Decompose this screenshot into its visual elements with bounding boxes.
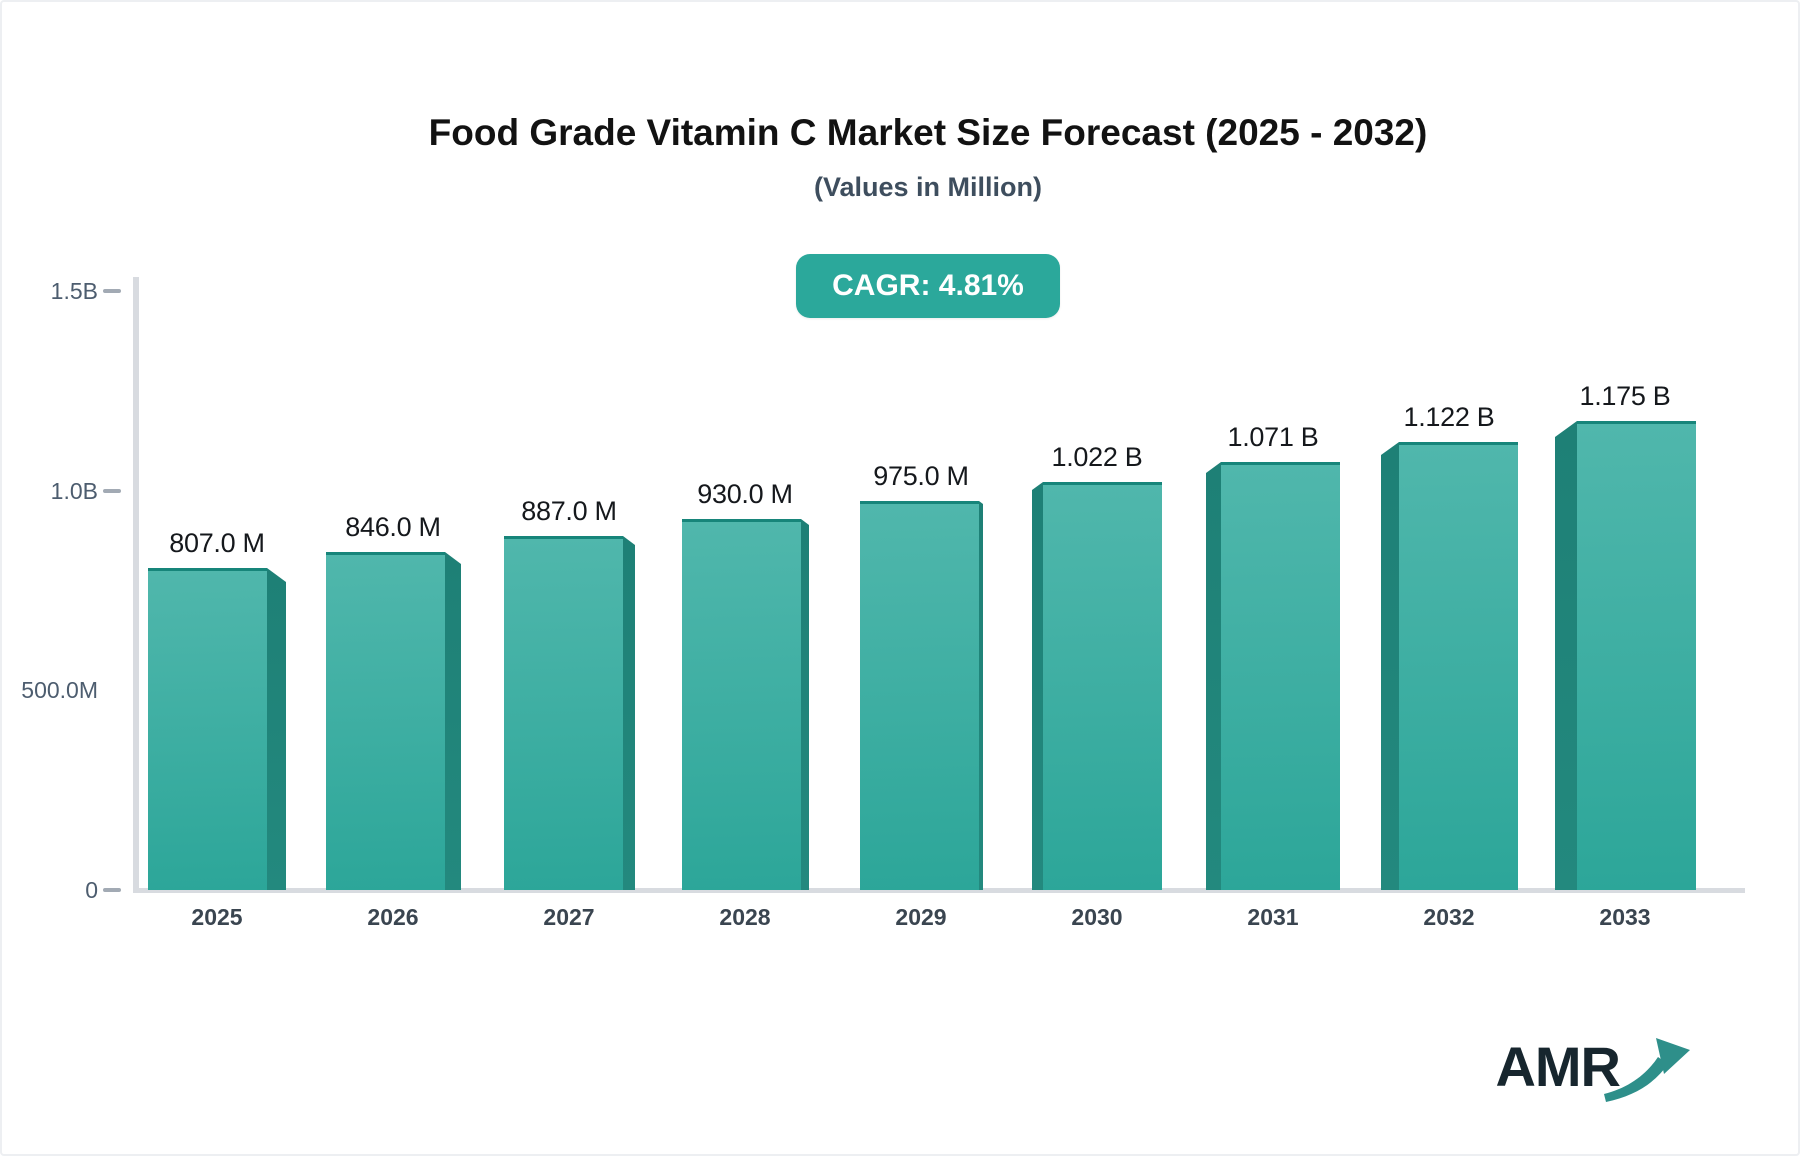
x-axis-label-2027: 2027 [543, 904, 595, 930]
bar-value-label: 1.071 B [1227, 422, 1319, 452]
bar-face [682, 519, 801, 890]
bar-value-label: 1.122 B [1403, 402, 1495, 432]
bar-2033[interactable] [1555, 421, 1696, 890]
bar-value-label: 1.022 B [1051, 442, 1143, 472]
x-axis-label-2028: 2028 [719, 904, 771, 930]
cagr-badge: CAGR: 4.81% [58, 254, 1798, 318]
amr-logo-text: AMR [1495, 1035, 1621, 1098]
y-axis-tick-label: 0 [85, 877, 98, 903]
bar-side-face [1032, 482, 1043, 890]
bar-face [1577, 421, 1696, 890]
bar-2027[interactable] [504, 536, 635, 890]
y-axis-tick-mark [103, 888, 121, 892]
bar-side-face [1555, 421, 1577, 890]
bar-value-label: 975.0 M [873, 461, 969, 491]
y-axis-tick-label: 500.0M [21, 677, 98, 703]
bar-face [504, 536, 623, 890]
bar-side-face [1381, 442, 1399, 890]
bar-value-label: 846.0 M [345, 512, 441, 542]
x-axis-label-2032: 2032 [1423, 904, 1475, 930]
bar-2026[interactable] [326, 552, 461, 890]
bar-value-label: 930.0 M [697, 479, 793, 509]
y-axis-tick-label: 1.0B [50, 478, 98, 504]
x-axis-label-2033: 2033 [1599, 904, 1651, 930]
bar-value-label: 807.0 M [169, 528, 265, 558]
bar-value-label: 887.0 M [521, 496, 617, 526]
bar-side-face [979, 501, 983, 890]
bar-face [1043, 482, 1162, 890]
y-axis-line [133, 277, 139, 892]
x-axis-label-2031: 2031 [1247, 904, 1299, 930]
bar-side-face [1206, 462, 1221, 890]
bar-face [860, 501, 979, 890]
bar-2030[interactable] [1032, 482, 1162, 890]
bar-2025[interactable] [148, 568, 286, 890]
bar-side-face [623, 536, 635, 890]
bar-face [1221, 462, 1340, 890]
x-axis-label-2030: 2030 [1071, 904, 1123, 930]
x-axis-label-2026: 2026 [367, 904, 419, 930]
y-axis-tick-mark [103, 489, 121, 493]
bar-2032[interactable] [1381, 442, 1518, 890]
bar-2028[interactable] [682, 519, 809, 890]
cagr-badge-label: CAGR: 4.81% [796, 254, 1060, 318]
x-axis-label-2029: 2029 [895, 904, 947, 930]
bar-side-face [801, 519, 809, 890]
bar-value-label: 1.175 B [1579, 381, 1671, 411]
y-axis-tick-mark [103, 289, 121, 293]
chart-title: Food Grade Vitamin C Market Size Forecas… [428, 112, 1428, 153]
bar-side-face [267, 568, 286, 890]
chart-subtitle: (Values in Million) [813, 172, 1043, 202]
bar-face [148, 568, 267, 890]
bar-2031[interactable] [1206, 462, 1340, 890]
trend-up-arrow-icon [1604, 1038, 1690, 1102]
bar-2029[interactable] [860, 501, 983, 890]
x-axis-line [133, 888, 1745, 893]
bar-face [326, 552, 445, 890]
x-axis-label-2025: 2025 [191, 904, 243, 930]
y-axis-tick-label: 1.5B [50, 278, 98, 304]
bar-face [1399, 442, 1518, 890]
amr-logo: AMR [1495, 1032, 1696, 1108]
bar-side-face [445, 552, 461, 890]
